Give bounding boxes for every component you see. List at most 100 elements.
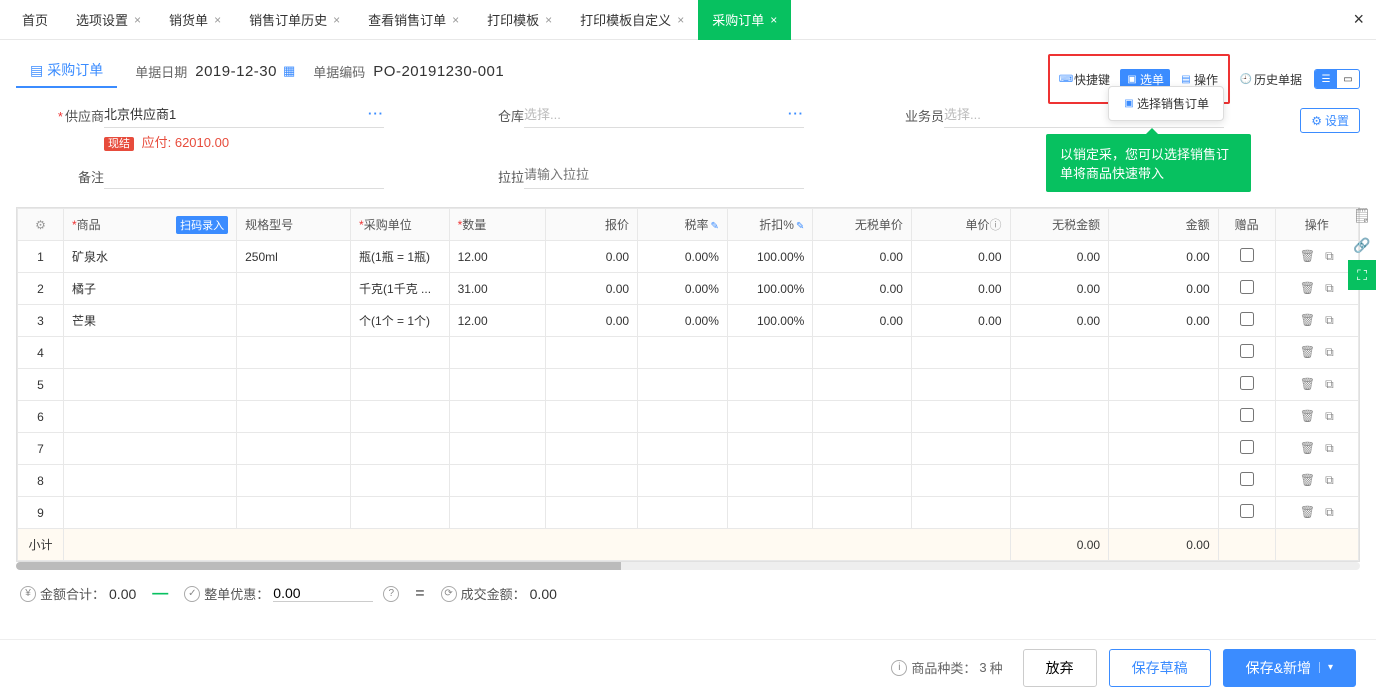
table-row[interactable]: 3芒果个(1个 = 1个)12.000.000.00%100.00%0.000.…: [18, 305, 1359, 337]
tab-print-tpl-custom[interactable]: 打印模板自定义×: [566, 0, 698, 40]
close-icon[interactable]: ×: [333, 13, 340, 27]
close-icon[interactable]: ×: [545, 13, 552, 27]
gift-checkbox[interactable]: [1240, 408, 1254, 422]
close-icon[interactable]: ×: [770, 13, 777, 27]
lookup-icon[interactable]: ···: [368, 106, 384, 121]
delete-icon[interactable]: 🗑: [1300, 249, 1315, 264]
info-icon[interactable]: ⓘ: [990, 216, 1002, 233]
document-icon: ▤: [30, 62, 43, 79]
supplier-input[interactable]: 北京供应商1 ···: [104, 102, 384, 128]
discount-input[interactable]: [273, 585, 373, 602]
delete-icon[interactable]: 🗑: [1300, 345, 1315, 360]
table-row[interactable]: 6🗑⧉: [18, 401, 1359, 433]
settings-button[interactable]: ⚙设置: [1300, 108, 1360, 133]
copy-icon[interactable]: ⧉: [1325, 409, 1334, 424]
delete-icon[interactable]: 🗑: [1300, 281, 1315, 296]
tab-view-sales[interactable]: 查看销售订单×: [354, 0, 473, 40]
close-icon[interactable]: ×: [452, 13, 459, 27]
edit-icon[interactable]: ✎: [710, 221, 718, 232]
save-new-button[interactable]: 保存&新增▾: [1223, 649, 1356, 687]
table-row[interactable]: 8🗑⧉: [18, 465, 1359, 497]
doc-code: 单据编码 PO-20191230-001: [313, 62, 504, 81]
copy-icon[interactable]: ⧉: [1325, 281, 1334, 296]
help-icon[interactable]: ?: [383, 586, 399, 602]
table-row[interactable]: 4🗑⧉: [18, 337, 1359, 369]
link-icon[interactable]: 🔗: [1348, 230, 1376, 260]
table-row[interactable]: 1矿泉水250ml瓶(1瓶 = 1瓶)12.000.000.00%100.00%…: [18, 241, 1359, 273]
copy-icon[interactable]: ⧉: [1325, 249, 1334, 264]
discard-button[interactable]: 放弃: [1023, 649, 1097, 687]
delete-icon[interactable]: 🗑: [1300, 473, 1315, 488]
gift-checkbox[interactable]: [1240, 376, 1254, 390]
remark-label: 备注: [78, 170, 104, 185]
doc-header: ▤ 采购订单 单据日期 2019-12-30 ▦ 单据编码 PO-2019123…: [0, 40, 1376, 96]
copy-icon[interactable]: ⧉: [1325, 505, 1334, 520]
copy-icon[interactable]: ⧉: [1325, 313, 1334, 328]
history-icon: 🕘: [1240, 73, 1252, 85]
tab-purchase-order[interactable]: 采购订单×: [698, 0, 791, 40]
subtotal-row: 小计 0.00 0.00: [18, 529, 1359, 561]
table-row[interactable]: 9🗑⧉: [18, 497, 1359, 529]
action-group-highlighted: ⌨快捷键 ▣选单 ▤操作 ▣ 选择销售订单: [1048, 54, 1230, 104]
hint-tooltip: 以销定采，您可以选择销售订单将商品快速带入: [1046, 134, 1251, 192]
delete-icon[interactable]: 🗑: [1300, 377, 1315, 392]
gift-checkbox[interactable]: [1240, 280, 1254, 294]
table-row[interactable]: 5🗑⧉: [18, 369, 1359, 401]
tab-home[interactable]: 首页: [8, 0, 62, 40]
copy-icon[interactable]: ⧉: [1325, 473, 1334, 488]
delete-icon[interactable]: 🗑: [1300, 409, 1315, 424]
doc-title-tab[interactable]: ▤ 采购订单: [16, 54, 117, 88]
select-icon: ▣: [1126, 73, 1138, 85]
view-card-button[interactable]: ▭: [1337, 70, 1359, 88]
table-row[interactable]: 2橘子千克(1千克 ...31.000.000.00%100.00%0.000.…: [18, 273, 1359, 305]
scan-badge[interactable]: 扫码录入: [176, 216, 228, 234]
remark-input[interactable]: [104, 163, 384, 189]
chevron-down-icon[interactable]: ▾: [1319, 662, 1333, 673]
gift-checkbox[interactable]: [1240, 440, 1254, 454]
close-icon[interactable]: ×: [134, 13, 141, 27]
tab-sales-slip[interactable]: 销货单×: [155, 0, 235, 40]
calendar-icon[interactable]: ▦: [283, 63, 295, 79]
gift-checkbox[interactable]: [1240, 504, 1254, 518]
items-table: ⚙ *商品扫码录入 规格型号 *采购单位 *数量 报价 税率✎ 折扣%✎ 无税单…: [16, 207, 1360, 562]
note-icon[interactable]: 🗒: [1348, 200, 1376, 230]
table-row[interactable]: 7🗑⧉: [18, 433, 1359, 465]
warehouse-input[interactable]: 选择... ···: [524, 102, 804, 128]
tab-print-tpl[interactable]: 打印模板×: [473, 0, 566, 40]
gift-checkbox[interactable]: [1240, 248, 1254, 262]
horizontal-scrollbar[interactable]: [16, 562, 1360, 570]
shortcut-button[interactable]: ⌨快捷键: [1054, 69, 1116, 90]
gift-checkbox[interactable]: [1240, 312, 1254, 326]
warehouse-label: 仓库: [498, 109, 524, 124]
side-rail: 🗒 🔗 ⛶: [1348, 200, 1376, 290]
lala-input[interactable]: [524, 163, 804, 189]
history-button[interactable]: 🕘历史单据: [1240, 71, 1302, 88]
expand-icon[interactable]: ⛶: [1348, 260, 1376, 290]
copy-icon[interactable]: ⧉: [1325, 377, 1334, 392]
lala-label: 拉拉: [498, 170, 524, 185]
doc-date: 单据日期 2019-12-30 ▦: [135, 62, 295, 81]
delete-icon[interactable]: 🗑: [1300, 441, 1315, 456]
copy-icon[interactable]: ⧉: [1325, 345, 1334, 360]
tab-options[interactable]: 选项设置×: [62, 0, 155, 40]
gear-icon[interactable]: ⚙: [35, 218, 46, 232]
delete-icon[interactable]: 🗑: [1300, 505, 1315, 520]
deal-icon: ⟳: [441, 586, 457, 602]
view-list-button[interactable]: ☰: [1315, 70, 1337, 88]
close-icon[interactable]: ×: [214, 13, 221, 27]
edit-icon[interactable]: ✎: [796, 221, 804, 232]
select-doc-dropdown[interactable]: ▣ 选择销售订单: [1108, 86, 1224, 121]
product-kinds: i 商品种类： 3 种: [891, 658, 1002, 677]
save-draft-button[interactable]: 保存草稿: [1109, 649, 1211, 687]
copy-icon[interactable]: ⧉: [1325, 441, 1334, 456]
lookup-icon[interactable]: ···: [788, 106, 804, 121]
pay-tag: 现结: [104, 137, 134, 151]
delete-icon[interactable]: 🗑: [1300, 313, 1315, 328]
supplier-label: 供应商: [65, 109, 104, 124]
close-icon[interactable]: ×: [677, 13, 684, 27]
gift-checkbox[interactable]: [1240, 472, 1254, 486]
date-value[interactable]: 2019-12-30: [195, 63, 277, 80]
tab-sales-history[interactable]: 销售订单历史×: [235, 0, 354, 40]
gift-checkbox[interactable]: [1240, 344, 1254, 358]
close-all-icon[interactable]: ×: [1353, 9, 1364, 30]
